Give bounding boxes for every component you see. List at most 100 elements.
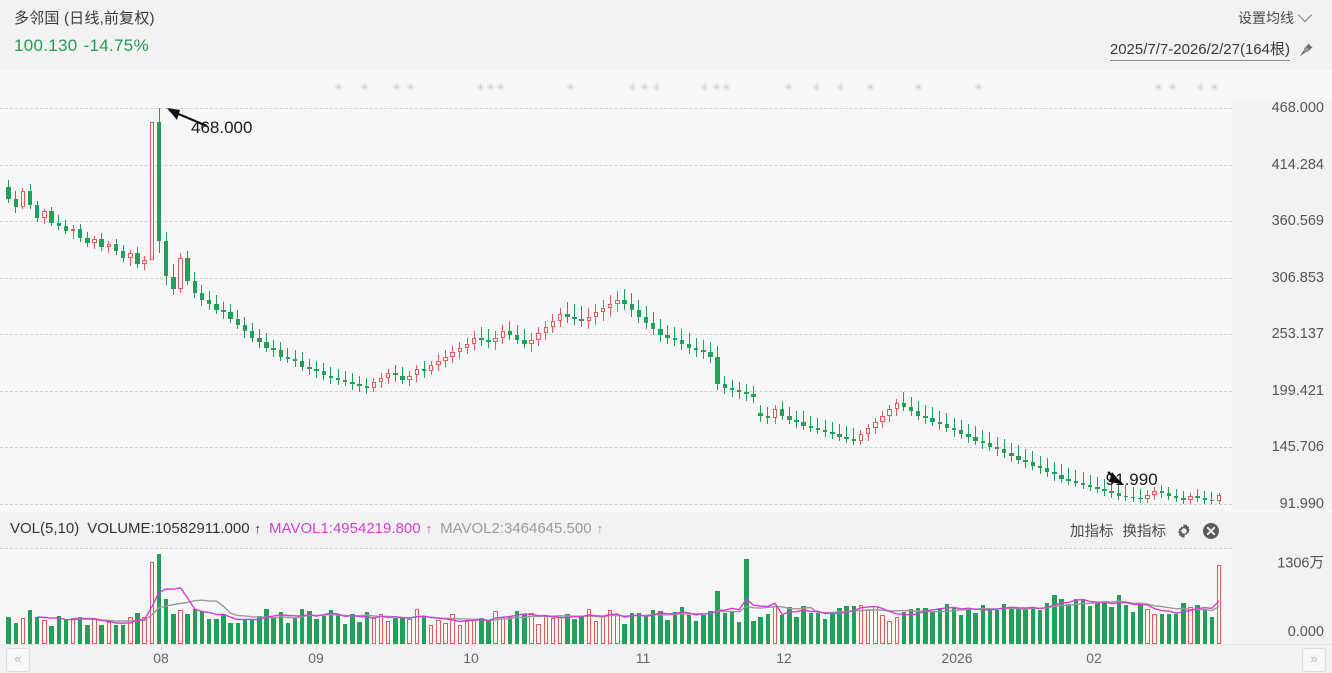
chevron-double-left-icon[interactable]: « xyxy=(6,648,30,672)
event-marker-icon[interactable]: ✳ xyxy=(836,82,846,94)
candle-wick xyxy=(917,400,919,420)
event-marker-icon[interactable]: ✳ xyxy=(360,82,370,94)
volume-bar xyxy=(966,607,971,644)
candle-wick xyxy=(573,303,575,325)
volume-bar xyxy=(529,612,534,644)
event-marker-icon[interactable]: ✳ xyxy=(392,82,402,94)
volume-bar xyxy=(1095,603,1100,644)
candle-wick xyxy=(674,327,676,346)
event-marker-icon[interactable]: ✳ xyxy=(496,82,506,94)
volume-bar xyxy=(1116,595,1122,644)
event-marker-icon[interactable]: ✳ xyxy=(1168,82,1178,94)
candle-wick xyxy=(1068,468,1070,486)
volume-bar xyxy=(328,610,334,644)
volume-bar xyxy=(378,614,384,644)
event-marker-icon[interactable]: ✳ xyxy=(406,82,416,94)
volume-bar xyxy=(292,617,298,644)
candle-body xyxy=(1009,453,1014,456)
volume-bar xyxy=(120,625,126,644)
ma-setting-button[interactable]: 设置均线 xyxy=(1238,8,1313,28)
volume-bar xyxy=(1073,598,1079,644)
volume-bar xyxy=(42,619,47,644)
candle-body xyxy=(49,211,54,223)
price-chart-pane[interactable]: 468.000 91.990 xyxy=(0,100,1232,510)
candle-wick xyxy=(1168,487,1170,500)
date-range-label[interactable]: 2025/7/7-2026/2/27(164根) xyxy=(1109,38,1290,61)
event-marker-icon[interactable]: ✳ xyxy=(700,82,710,94)
candle-wick xyxy=(1096,476,1098,494)
candle-body xyxy=(536,333,541,340)
volume-chart-pane[interactable] xyxy=(0,548,1232,644)
candle-body xyxy=(901,402,907,408)
event-marker-icon[interactable]: ✳ xyxy=(628,82,638,94)
volume-bar xyxy=(550,617,556,644)
volume-bar xyxy=(493,611,498,644)
volume-bar xyxy=(400,617,405,644)
event-marker-icon[interactable]: ✳ xyxy=(914,82,924,94)
chevron-double-right-icon[interactable]: » xyxy=(1302,648,1326,672)
candle-body xyxy=(894,402,899,410)
candle-body xyxy=(206,299,212,304)
volume-bar xyxy=(113,625,119,644)
candle-body xyxy=(328,375,334,378)
candle-body xyxy=(1195,495,1200,498)
candle-wick xyxy=(1118,482,1120,500)
volume-value: VOLUME:10582911.000 xyxy=(87,520,250,537)
event-marker-icon[interactable]: ✳ xyxy=(722,82,732,94)
event-marker-icon[interactable]: ✳ xyxy=(1196,82,1206,94)
candle-body xyxy=(808,426,814,429)
candle-body xyxy=(407,375,412,380)
candle-body xyxy=(822,430,828,433)
event-marker-icon[interactable]: ✳ xyxy=(812,82,822,94)
event-marker-icon[interactable]: ✳ xyxy=(784,82,794,94)
event-marker-icon[interactable]: ✳ xyxy=(652,82,662,94)
volume-bar xyxy=(1009,608,1014,644)
time-axis-tick xyxy=(471,645,472,650)
event-marker-icon[interactable]: ✳ xyxy=(1210,82,1220,94)
candle-body xyxy=(386,373,391,378)
candle-body xyxy=(980,440,985,443)
candle-body xyxy=(643,316,649,323)
add-indicator-button[interactable]: 加指标 xyxy=(1070,524,1114,540)
candle-body xyxy=(550,320,556,328)
event-marker-icon[interactable]: ✳ xyxy=(566,82,576,94)
candle-wick xyxy=(846,426,848,443)
price-gridline xyxy=(0,334,1232,336)
candle-body xyxy=(959,430,964,435)
event-marker-icon[interactable]: ✳ xyxy=(866,82,876,94)
candle-body xyxy=(600,308,606,313)
candle-wick xyxy=(824,419,826,437)
close-circle-icon[interactable] xyxy=(1202,522,1220,540)
time-axis-label: 10 xyxy=(463,650,479,666)
candle-body xyxy=(192,280,198,294)
candle-body xyxy=(120,251,126,258)
candle-body xyxy=(636,310,642,317)
volume-bar xyxy=(694,620,699,644)
switch-indicator-button[interactable]: 换指标 xyxy=(1122,524,1167,540)
pin-icon[interactable] xyxy=(1298,42,1314,58)
mavol1-group: MAVOL1:4954219.800 ↑ xyxy=(269,520,432,537)
volume-bar xyxy=(1087,606,1093,644)
candle-body xyxy=(1181,497,1186,500)
volume-bar xyxy=(980,605,985,644)
volume-bar xyxy=(729,612,735,644)
volume-bar xyxy=(257,616,262,644)
event-marker-icon[interactable]: ✳ xyxy=(974,82,984,94)
price-gridline xyxy=(0,277,1232,279)
event-marker-icon[interactable]: ✳ xyxy=(476,82,486,94)
event-marker-icon[interactable]: ✳ xyxy=(640,82,650,94)
gear-icon[interactable] xyxy=(1175,522,1193,540)
volume-bar xyxy=(765,613,771,644)
candle-body xyxy=(579,318,584,321)
event-marker-icon[interactable]: ✳ xyxy=(486,82,496,94)
volume-bar xyxy=(128,616,133,644)
candle-body xyxy=(1109,491,1114,494)
candle-body xyxy=(42,211,47,218)
event-marker-icon[interactable]: ✳ xyxy=(1154,82,1164,94)
event-marker-icon[interactable]: ✳ xyxy=(712,82,722,94)
volume-bar xyxy=(1123,604,1129,644)
volume-bar xyxy=(13,622,18,644)
event-marker-icon[interactable]: ✳ xyxy=(334,82,344,94)
candle-body xyxy=(944,423,950,429)
candle-body xyxy=(156,121,162,241)
